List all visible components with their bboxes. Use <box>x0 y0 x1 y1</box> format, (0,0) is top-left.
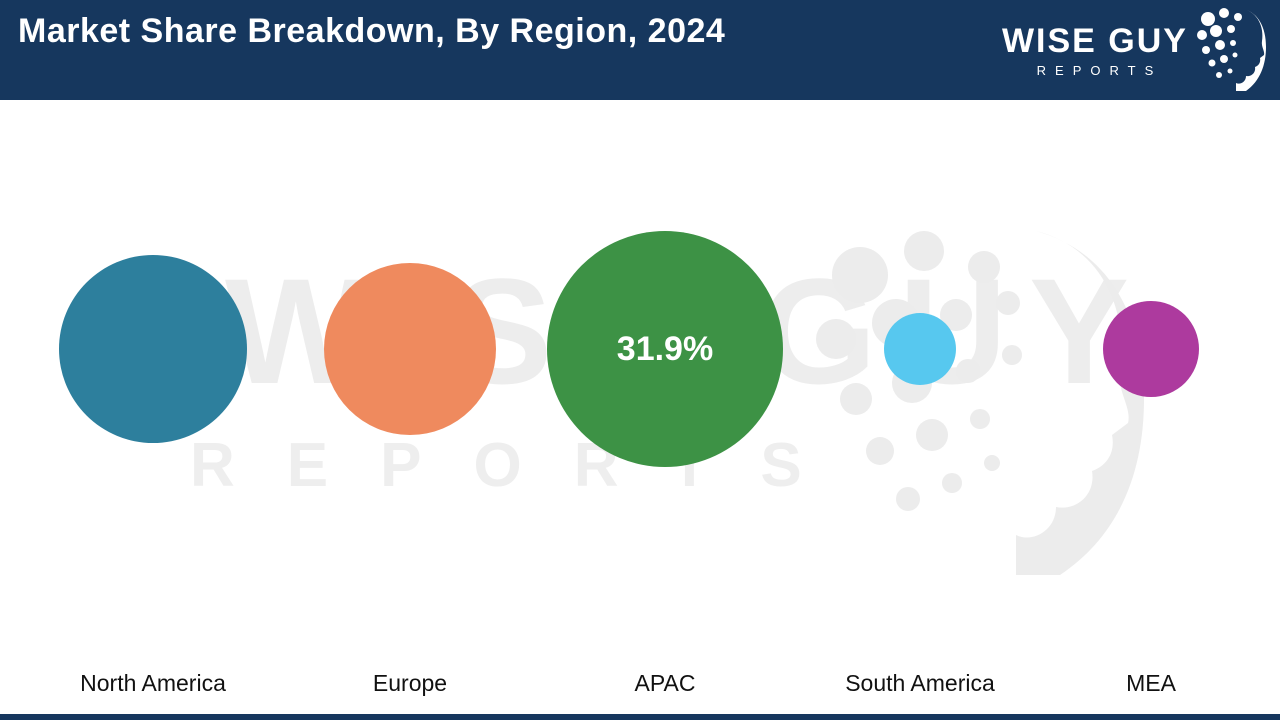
category-label-apac: APAC <box>634 670 696 696</box>
page-title: Market Share Breakdown, By Region, 2024 <box>18 12 726 50</box>
category-label-north-america: North America <box>80 670 226 696</box>
bubble-value-label-apac: 31.9% <box>616 329 714 368</box>
bubble-apac: 31.9% <box>547 231 783 467</box>
wiseguy-logo: WISE GUY REPORTS <box>1002 5 1266 96</box>
wiseguy-logo-text: WISE GUY REPORTS <box>1002 22 1188 78</box>
category-label-mea: MEA <box>1126 670 1176 696</box>
bubble-north-america <box>59 255 247 443</box>
bubble-europe <box>324 263 496 435</box>
footer-bar <box>0 714 1280 720</box>
logo-wordmark: WISE GUY <box>1001 22 1188 60</box>
category-label-europe: Europe <box>372 670 448 696</box>
wiseguy-head-icon <box>1194 5 1266 96</box>
category-label-south-america: South America <box>845 670 995 696</box>
header-bar: Market Share Breakdown, By Region, 2024 … <box>0 0 1280 100</box>
logo-subtitle: REPORTS <box>1036 63 1163 78</box>
